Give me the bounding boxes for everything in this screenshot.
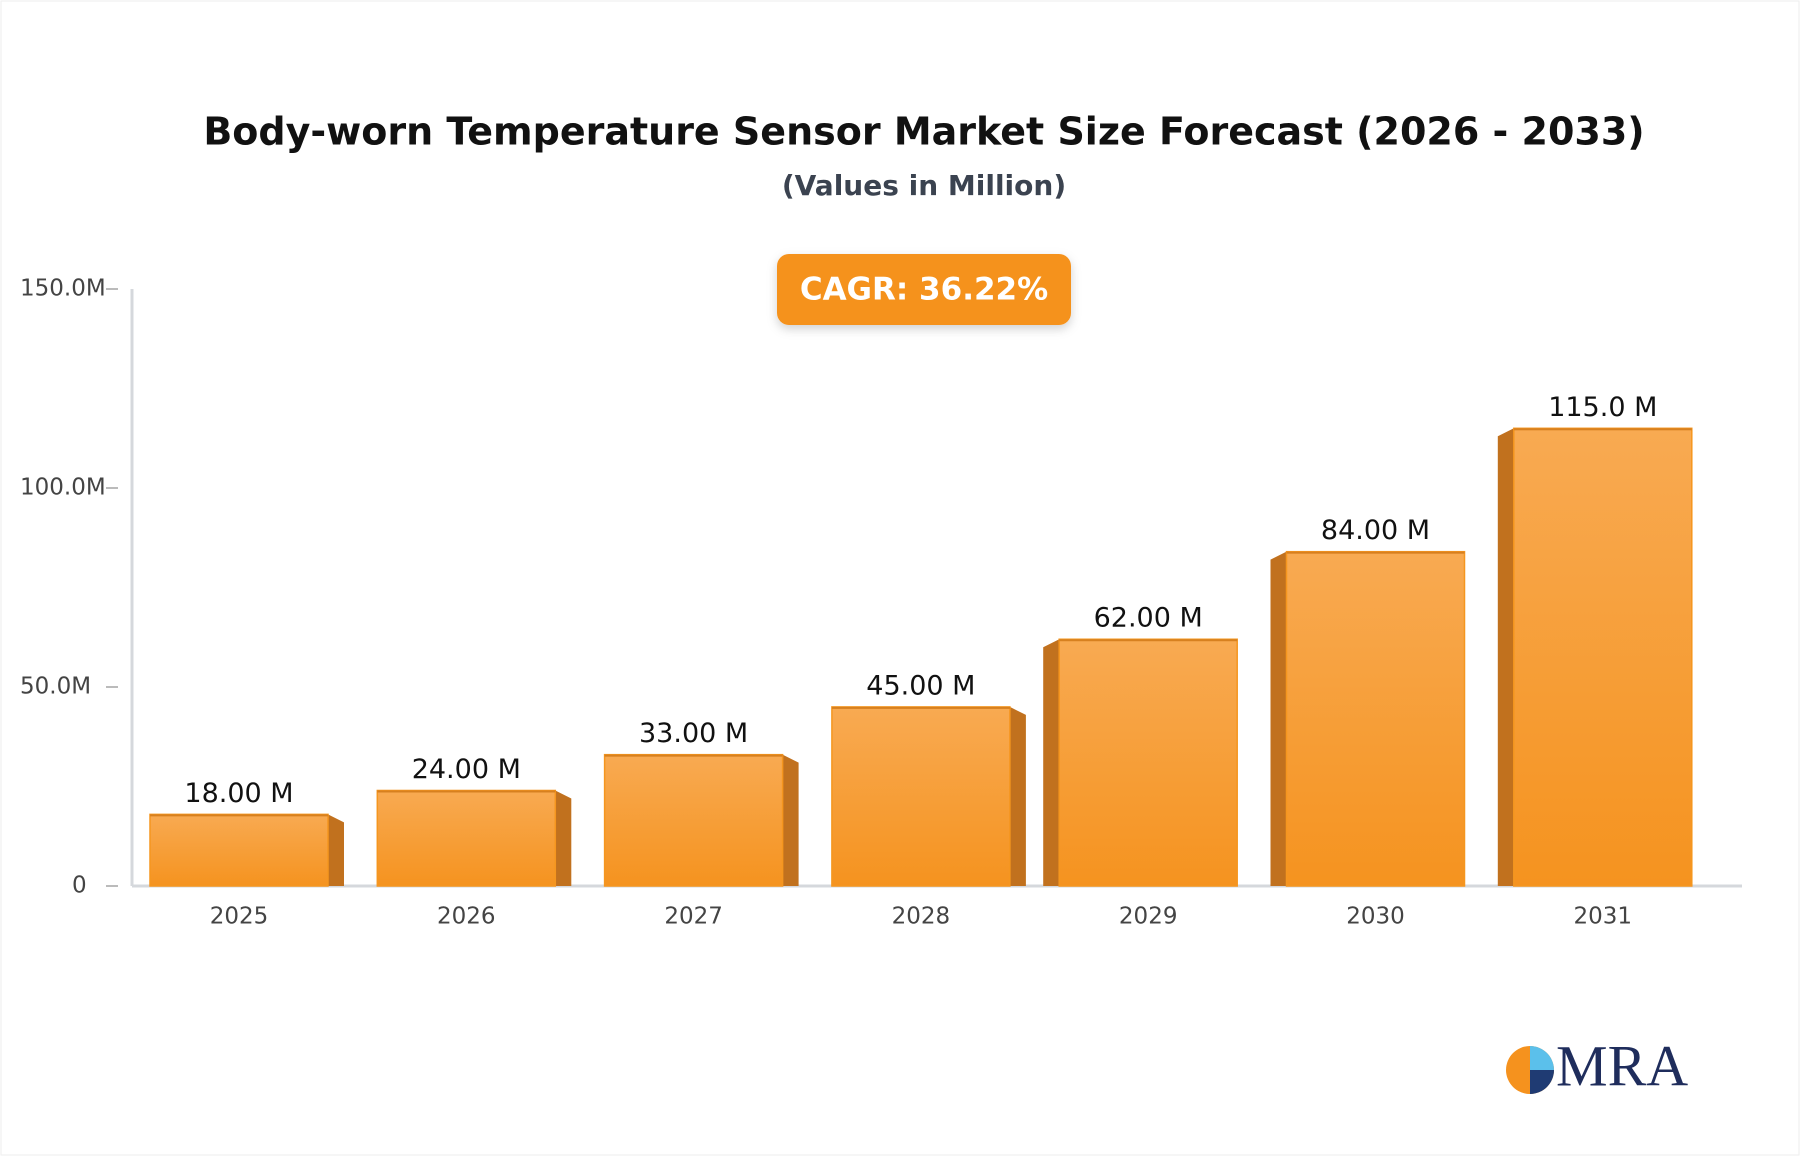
logo-slice	[1530, 1070, 1554, 1094]
bar	[1270, 550, 1466, 887]
bar	[603, 753, 799, 887]
value-label: 18.00 M	[184, 778, 293, 809]
x-tick-label: 2029	[1119, 904, 1178, 930]
cagr-label: CAGR: 36.22%	[800, 272, 1048, 308]
bar-side	[1270, 551, 1287, 886]
chart-subtitle: (Values in Million)	[782, 169, 1066, 202]
bar-side	[1009, 706, 1026, 886]
bar-top-edge	[831, 706, 1010, 709]
bar-top-edge	[604, 754, 783, 757]
logo-text: MRA	[1556, 1033, 1688, 1098]
logo-slice	[1530, 1046, 1554, 1070]
y-tick-label: 150.0M	[20, 276, 106, 302]
bar-front	[149, 813, 329, 887]
bar	[831, 706, 1026, 887]
bar-top-edge	[1059, 639, 1238, 642]
bar-top-edge	[377, 790, 556, 793]
y-tick-label: 50.0M	[20, 674, 91, 700]
x-tick-label: 2027	[664, 904, 723, 930]
value-label: 45.00 M	[866, 670, 975, 701]
chart-title: Body-worn Temperature Sensor Market Size…	[203, 110, 1644, 154]
y-tick-label: 0	[72, 873, 87, 899]
x-tick-label: 2025	[210, 904, 269, 930]
bar-side	[555, 790, 572, 886]
x-tick-label: 2026	[437, 904, 496, 930]
bar-side	[1497, 428, 1514, 886]
x-tick-label: 2030	[1346, 904, 1405, 930]
bar-front	[1285, 550, 1466, 887]
value-label: 62.00 M	[1094, 603, 1203, 634]
bar-side	[328, 814, 344, 886]
bar	[149, 813, 344, 887]
logo: MRA	[1506, 1033, 1688, 1098]
x-tick-label: 2031	[1574, 904, 1633, 930]
bar-front	[1058, 638, 1238, 887]
value-label: 24.00 M	[412, 754, 521, 785]
bar-top-edge	[150, 814, 328, 817]
value-label: 33.00 M	[639, 718, 748, 749]
x-tick-label: 2028	[892, 904, 951, 930]
bar-front	[831, 706, 1011, 887]
bar-top-edge	[1513, 428, 1692, 431]
bar	[1497, 427, 1693, 887]
bar-top-edge	[1286, 551, 1465, 554]
value-label: 84.00 M	[1321, 515, 1430, 546]
value-label: 115.0 M	[1548, 392, 1657, 423]
bar-side	[1043, 639, 1060, 886]
bar-front	[1513, 427, 1693, 887]
bar	[1043, 638, 1238, 887]
bar-front	[603, 753, 784, 887]
bar	[376, 789, 572, 887]
bar-side	[782, 754, 799, 886]
bar-front	[376, 789, 557, 887]
cagr-badge	[777, 254, 1071, 325]
y-tick-label: 100.0M	[20, 475, 106, 501]
